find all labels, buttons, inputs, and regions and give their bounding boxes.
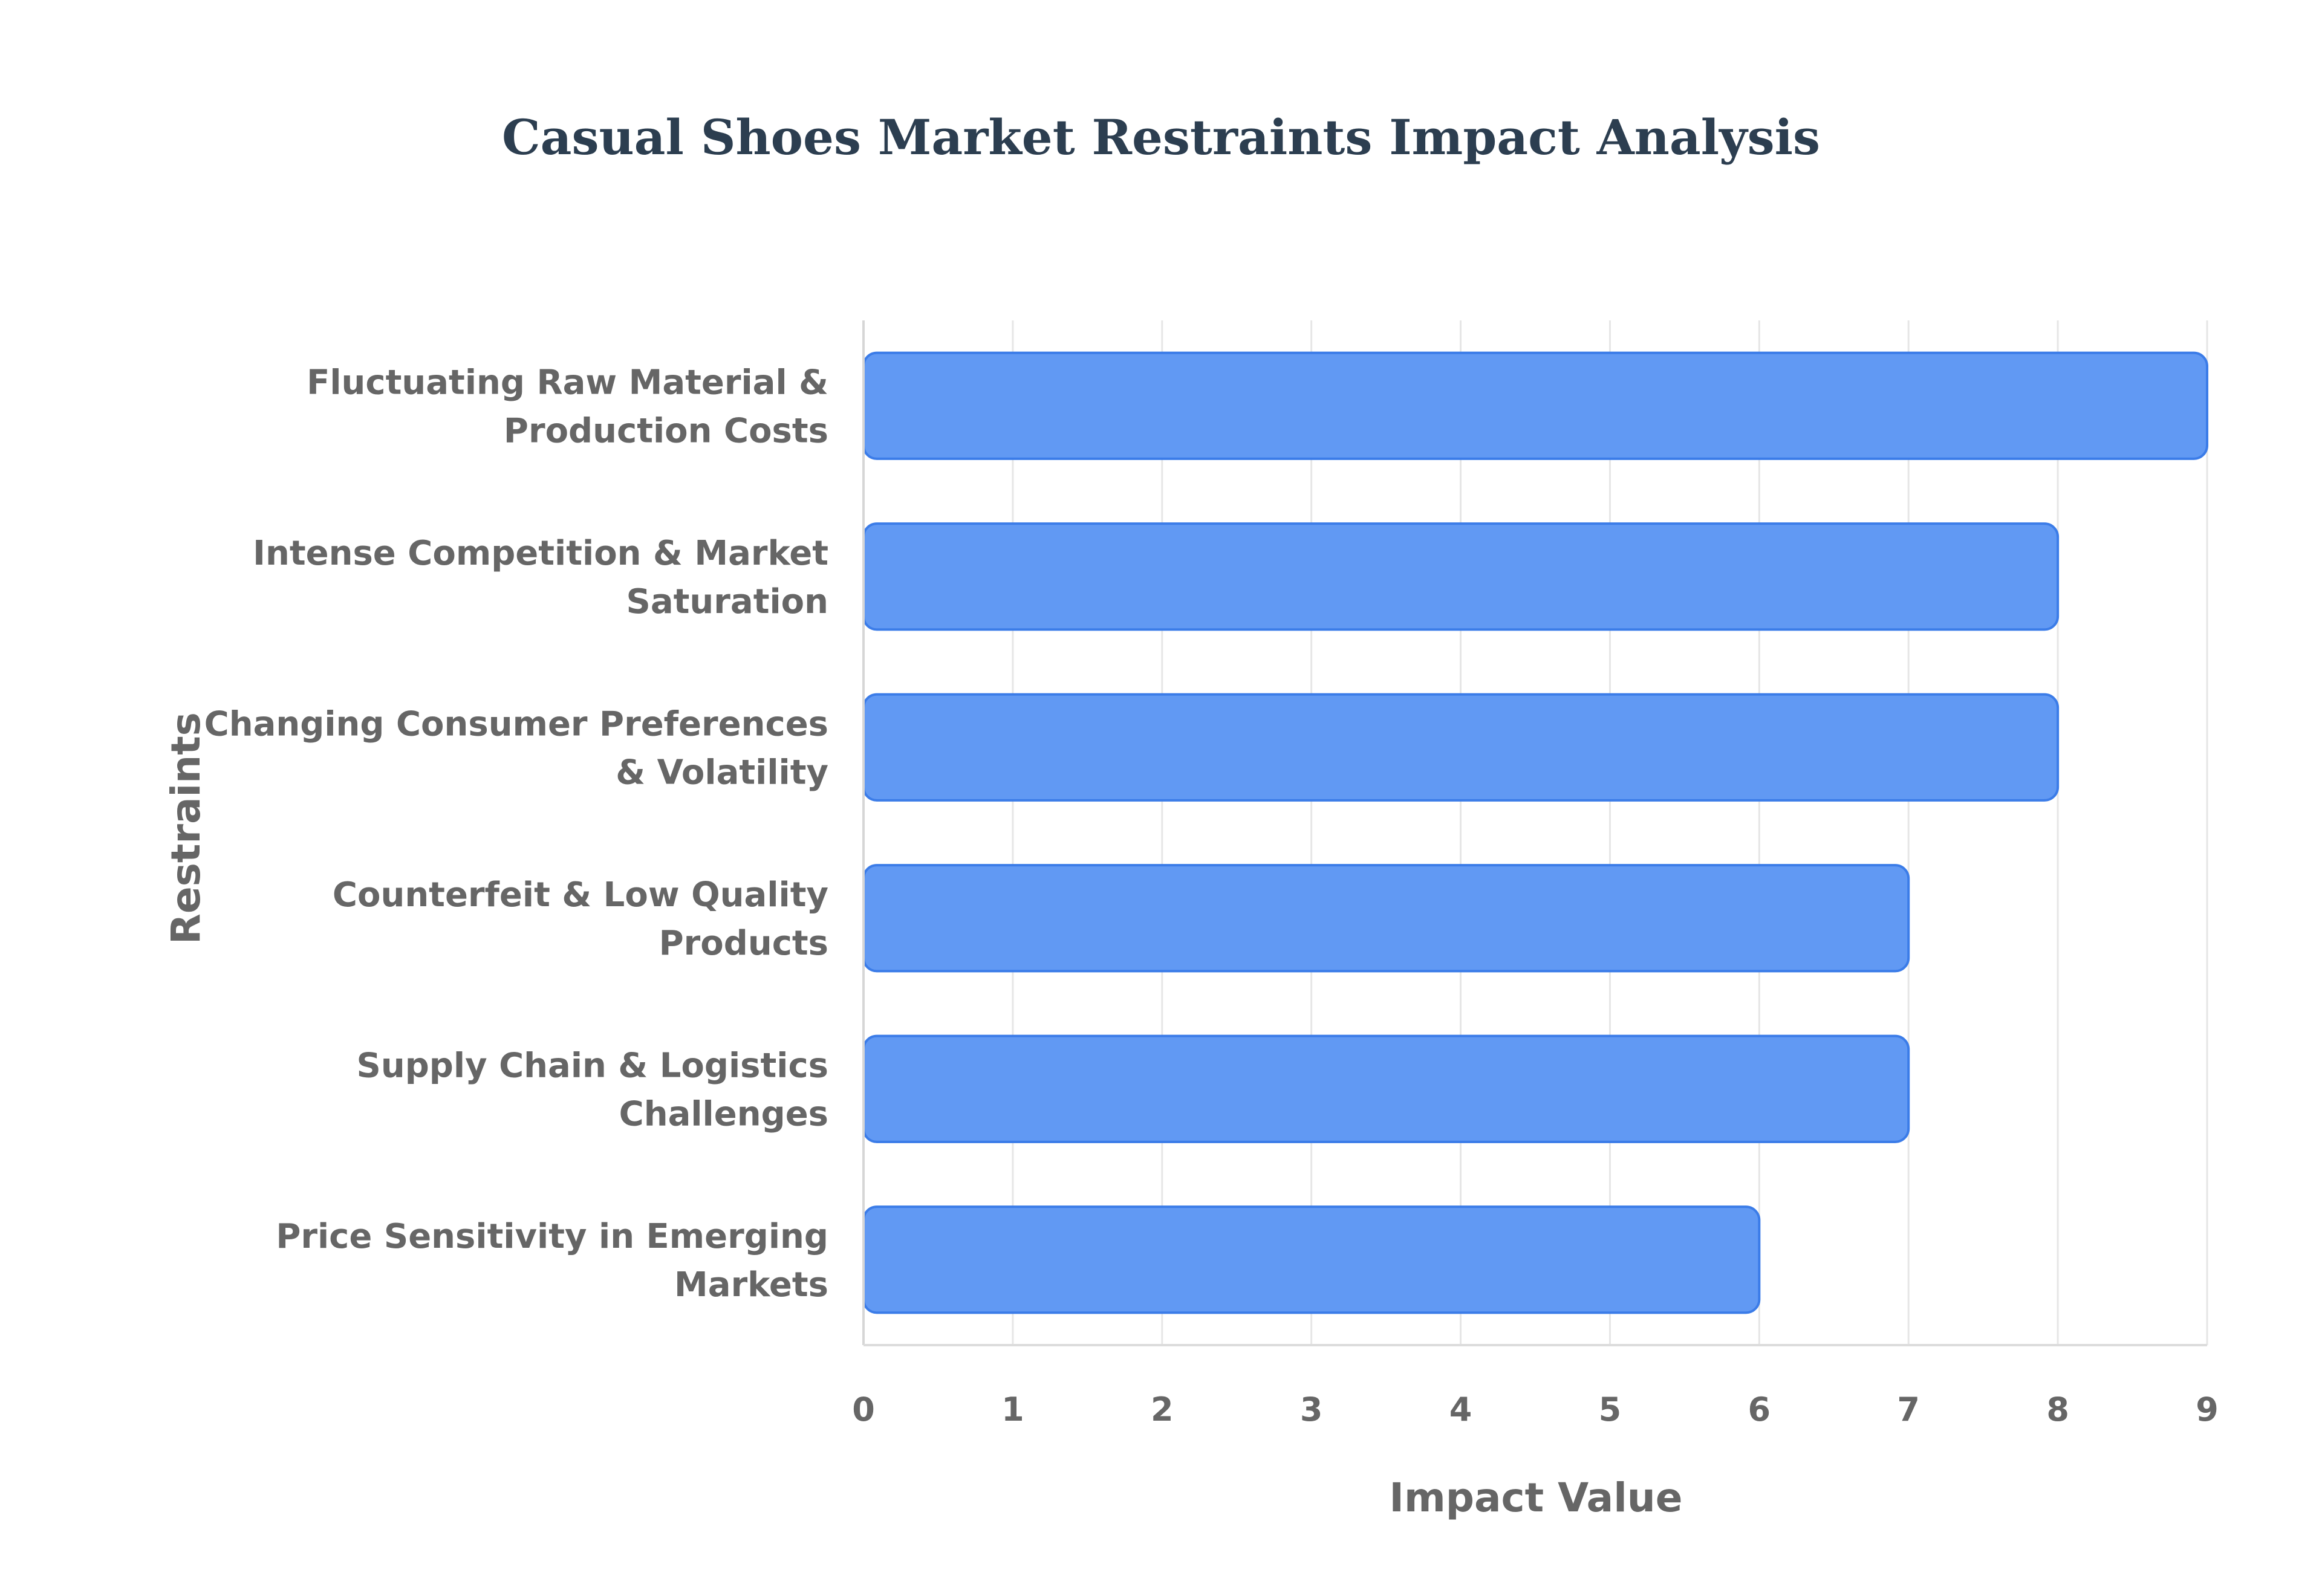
x-tick-label-5: 5 [1599,1390,1622,1429]
x-tick-label-3: 3 [1300,1390,1323,1429]
category-label-2-line-1: Intense Competition & Market [253,534,828,573]
grid-lines [1012,320,2208,1345]
category-label-4-line-1: Counterfeit & Low Quality [333,875,828,915]
x-tick-label-4: 4 [1449,1390,1472,1429]
x-tick-label-0: 0 [852,1390,875,1429]
category-label-6-line-2: Markets [674,1265,828,1305]
category-label-5-line-2: Challenges [619,1094,828,1134]
y-axis-title: Restraints [163,712,209,944]
x-axis-title: Impact Value [1389,1474,1682,1521]
category-label-4-line-2: Products [659,924,828,963]
bar-5 [862,1034,1910,1143]
x-tick-label-2: 2 [1151,1390,1174,1429]
x-tick-label-6: 6 [1748,1390,1771,1429]
x-tick-label-1: 1 [1001,1390,1024,1429]
category-label-3-line-1: Changing Consumer Preferences [204,704,828,744]
category-label-5-line-1: Supply Chain & Logistics [357,1046,828,1085]
category-label-1-line-2: Production Costs [504,411,828,450]
category-label-3-line-2: & Volatility [616,753,828,792]
category-label-6-line-1: Price Sensitivity in Emerging [276,1217,828,1256]
x-tick-label-9: 9 [2196,1390,2219,1429]
bars [862,351,2208,1314]
x-tick-label-7: 7 [1897,1390,1920,1429]
bar-3 [862,693,2060,802]
bar-1 [862,351,2208,460]
category-label-1-line-1: Fluctuating Raw Material & [307,363,828,402]
x-tick-label-8: 8 [2046,1390,2069,1429]
chart-title: Casual Shoes Market Restraints Impact An… [502,109,1820,166]
bar-6 [862,1205,1761,1314]
axes: 0 1 2 3 4 5 6 7 8 9 [852,320,2219,1429]
bar-4 [862,864,1910,973]
category-labels: Fluctuating Raw Material & Production Cos… [204,363,828,1305]
category-label-2-line-2: Saturation [626,582,828,621]
bar-2 [862,522,2060,631]
